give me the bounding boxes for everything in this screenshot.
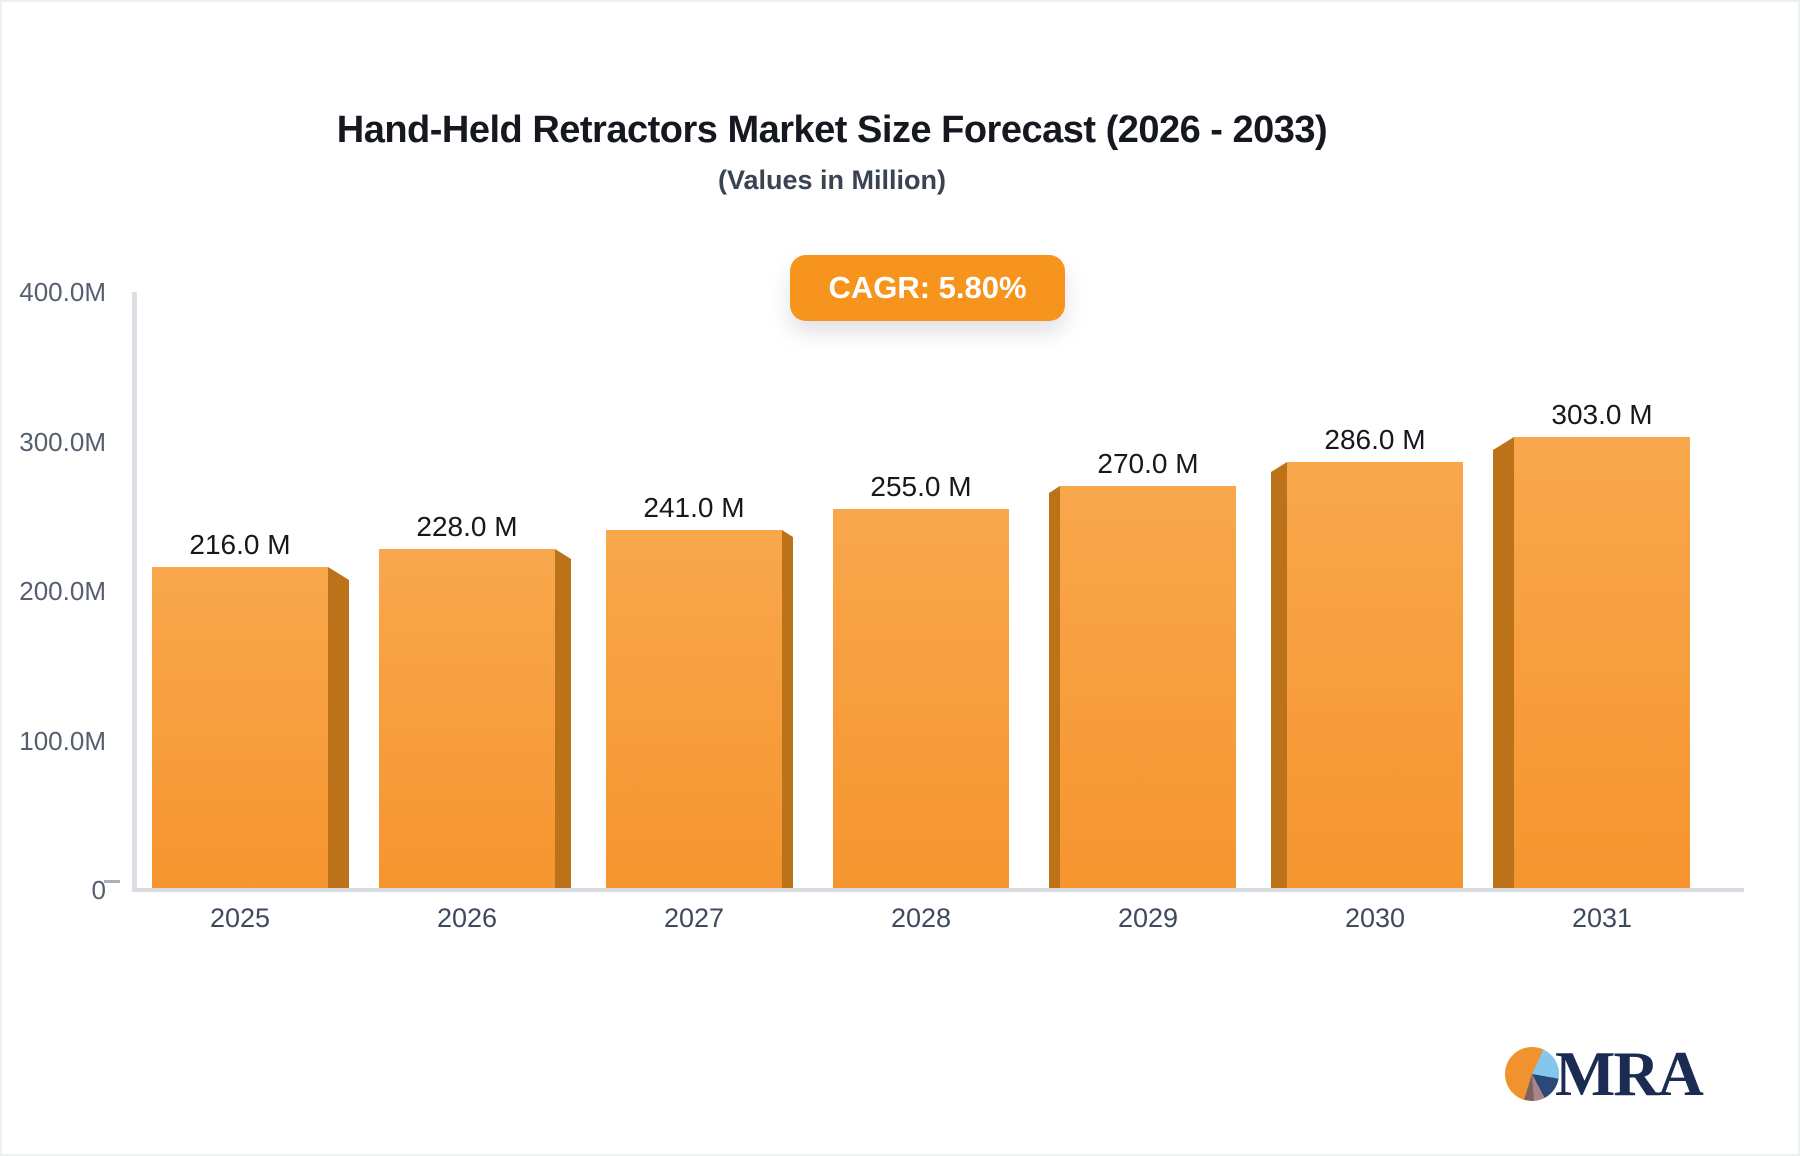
x-axis-baseline xyxy=(132,888,1744,892)
bar-2029[interactable] xyxy=(1060,486,1236,890)
bar-value-label: 270.0 M xyxy=(1097,448,1199,479)
x-axis-year-label: 2027 xyxy=(663,903,725,933)
bar-2031-side-face xyxy=(1493,437,1514,890)
bar-2029-side-face xyxy=(1049,486,1060,890)
cagr-badge-label: CAGR: 5.80% xyxy=(828,270,1027,305)
bar-value-label: 216.0 M xyxy=(189,529,291,560)
bar-2031[interactable] xyxy=(1514,437,1690,890)
bar-2026[interactable] xyxy=(379,549,555,890)
zero-tick-mark xyxy=(104,880,120,883)
logo-text: MRA xyxy=(1555,1038,1704,1109)
bar-2026-side-face xyxy=(555,549,571,890)
bar-value-label: 241.0 M xyxy=(643,492,745,523)
bar-value-label: 286.0 M xyxy=(1324,424,1426,455)
cagr-badge: CAGR: 5.80% xyxy=(790,255,1065,321)
pie-chart-logo-icon xyxy=(1505,1047,1559,1101)
y-axis-tick-label: 400.0M xyxy=(19,277,106,307)
y-axis-tick-label: 300.0M xyxy=(19,426,106,457)
x-axis-year-label: 2029 xyxy=(1117,903,1179,933)
x-axis-year-label: 2028 xyxy=(890,903,952,933)
y-axis-line xyxy=(132,292,137,892)
bar-2025-side-face xyxy=(328,567,349,890)
bar-2027-side-face xyxy=(782,530,793,890)
bar-2030[interactable] xyxy=(1287,462,1463,890)
x-axis-year-label: 2031 xyxy=(1571,903,1633,933)
x-axis-year-label: 2030 xyxy=(1344,903,1406,933)
bar-2025[interactable] xyxy=(152,567,328,890)
bar-2028[interactable] xyxy=(833,509,1009,890)
bar-value-label: 255.0 M xyxy=(870,471,972,502)
bar-2027[interactable] xyxy=(606,530,782,890)
y-axis-tick-label: 100.0M xyxy=(19,725,106,756)
chart-subtitle: (Values in Million) xyxy=(717,165,947,195)
bar-value-label: 303.0 M xyxy=(1551,399,1653,430)
x-axis-year-label: 2026 xyxy=(436,903,498,933)
chart-title: Hand-Held Retractors Market Size Forecas… xyxy=(336,109,1328,151)
bar-2030-side-face xyxy=(1271,462,1287,890)
y-axis-tick-label: 200.0M xyxy=(19,576,106,606)
bar-value-label: 228.0 M xyxy=(416,511,518,542)
x-axis-year-label: 2025 xyxy=(209,903,271,933)
y-axis-tick-label: 0 xyxy=(91,875,106,905)
